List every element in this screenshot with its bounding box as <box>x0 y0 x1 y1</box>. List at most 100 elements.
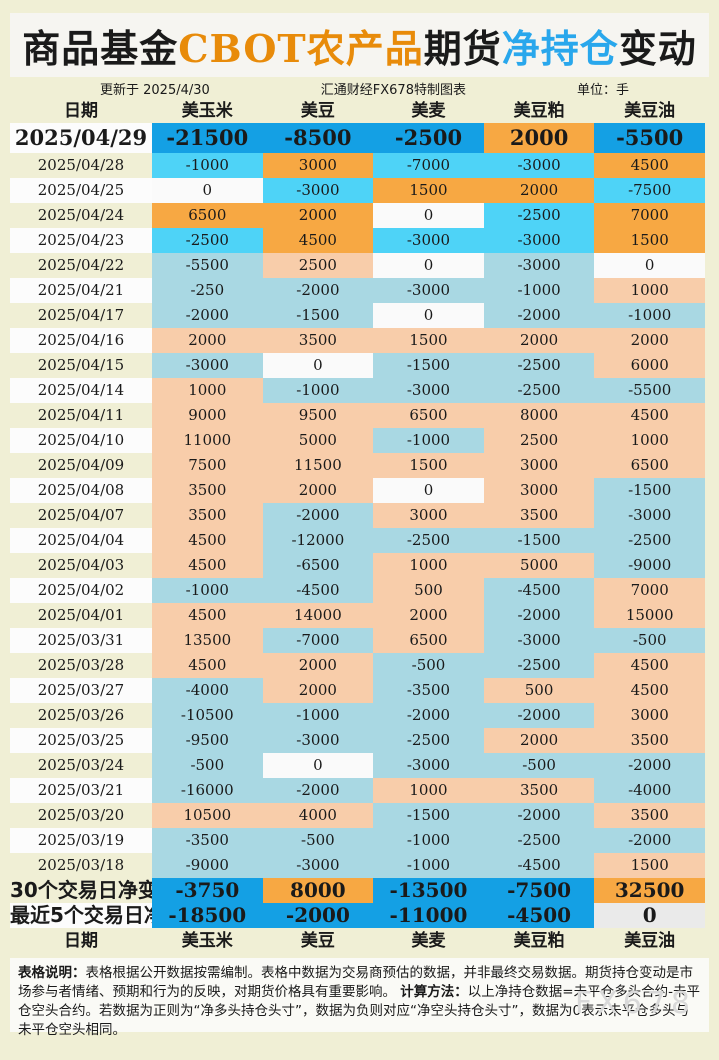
value-cell: 7000 <box>594 203 705 228</box>
column-header-wheat: 美麦 <box>411 101 446 121</box>
value-cell: 3000 <box>594 703 705 728</box>
value-cell: -1500 <box>262 303 374 328</box>
value-cell: 0 <box>373 253 484 278</box>
table-row: 2025/04/24 6500 2000 0 -2500 7000 <box>10 203 705 228</box>
value-cell: 1000 <box>594 278 705 303</box>
value-cell: 4000 <box>262 803 374 828</box>
value-cell: 4500 <box>152 553 263 578</box>
summary-label: 30个交易日净变动 <box>10 878 152 902</box>
value-cell: 2000 <box>262 653 374 678</box>
value-cell: -9000 <box>152 853 263 878</box>
value-cell: 2000 <box>483 728 595 753</box>
watermark: FX678 <box>574 986 695 1022</box>
table-row: 2025/03/27 -4000 2000 -3500 500 4500 <box>10 678 705 703</box>
value-cell: 4500 <box>262 228 374 253</box>
value-cell: 4500 <box>594 153 705 178</box>
value-cell: -5500 <box>594 123 705 153</box>
date-cell: 2025/04/11 <box>37 406 125 424</box>
value-cell: 2000 <box>152 328 263 353</box>
value-cell: -3000 <box>262 178 374 203</box>
positions-table: 日期 美玉米 美豆 美麦 美豆粕 美豆油 2025/04/29 -21500 -85… <box>10 100 705 955</box>
value-cell: -3000 <box>373 378 484 403</box>
value-cell: 2000 <box>483 178 595 203</box>
value-cell: -2000 <box>373 703 484 728</box>
summary-value-cell: 8000 <box>262 878 374 903</box>
summary-value-cell: -11000 <box>373 903 484 928</box>
value-cell: -4500 <box>262 578 374 603</box>
table-row: 2025/04/07 3500 -2000 3000 3500 -3000 <box>10 503 705 528</box>
title-segment: 商品基金 <box>22 25 179 71</box>
table-row: 2025/04/16 2000 3500 1500 2000 2000 <box>10 328 705 353</box>
date-cell: 2025/03/25 <box>10 728 152 753</box>
value-cell: 11000 <box>152 428 263 453</box>
value-cell: 3500 <box>594 803 705 828</box>
column-header-corn: 美玉米 <box>181 101 233 121</box>
value-cell: 1000 <box>373 778 484 803</box>
summary-label: 最近5个交易日净变动 <box>10 903 152 928</box>
value-cell: -4000 <box>594 778 705 803</box>
date-cell: 2025/04/29 <box>10 123 152 153</box>
summary-value-cell: -2000 <box>262 903 374 928</box>
value-cell: 0 <box>373 303 484 328</box>
value-cell: 5000 <box>483 553 595 578</box>
table-row: 2025/04/17 -2000 -1500 0 -2000 -1000 <box>10 303 705 328</box>
value-cell: -7000 <box>262 628 374 653</box>
column-header-soybean: 美豆 <box>300 931 335 951</box>
value-cell: 0 <box>262 753 374 778</box>
value-cell: 4500 <box>152 603 263 628</box>
column-header-soymeal: 美豆粕 <box>513 931 565 951</box>
value-cell: 6000 <box>594 353 705 378</box>
value-cell: -4500 <box>483 853 595 878</box>
value-cell: -1000 <box>262 703 374 728</box>
value-cell: 4500 <box>152 528 263 553</box>
value-cell: -2500 <box>483 353 595 378</box>
value-cell: 2000 <box>262 203 374 228</box>
date-cell: 2025/04/03 <box>37 556 125 574</box>
value-cell: 13500 <box>152 628 263 653</box>
table-row: 2025/04/15 -3000 0 -1500 -2500 6000 <box>10 353 705 378</box>
table-row: 2025/03/19 -3500 -500 -1000 -2500 -2000 <box>10 828 705 853</box>
title-segment: CBOT农产品 <box>178 25 424 71</box>
value-cell: 6500 <box>152 203 263 228</box>
value-cell: 0 <box>373 478 484 503</box>
date-cell: 2025/03/21 <box>10 778 152 803</box>
value-cell: -2000 <box>152 303 263 328</box>
value-cell: 3000 <box>483 478 595 503</box>
value-cell: -2000 <box>594 828 705 853</box>
table-row: 2025/04/28 -1000 3000 -7000 -3000 4500 <box>10 153 705 178</box>
value-cell: 2000 <box>262 478 374 503</box>
date-cell: 2025/04/10 <box>10 428 152 453</box>
value-cell: -10500 <box>152 703 263 728</box>
date-column-header: 日期 <box>64 931 98 951</box>
updated-date: 更新于 2025/4/30 <box>100 83 210 98</box>
value-cell: 3000 <box>373 503 484 528</box>
value-cell: -3500 <box>152 828 263 853</box>
value-cell: 0 <box>152 178 263 203</box>
date-column-header: 日期 <box>64 101 98 121</box>
value-cell: 2000 <box>262 678 374 703</box>
date-cell: 2025/04/01 <box>37 606 125 624</box>
value-cell: 6500 <box>373 628 484 653</box>
date-cell: 2025/04/17 <box>37 306 125 324</box>
value-cell: -1500 <box>594 478 705 503</box>
table-row: 2025/03/26 -10500 -1000 -2000 -2000 3000 <box>10 703 705 728</box>
value-cell: 500 <box>483 678 595 703</box>
title-segment: 变动 <box>618 25 697 71</box>
summary-value-cell: 32500 <box>594 878 705 903</box>
title-segment: 期货 <box>423 25 502 71</box>
value-cell: -1000 <box>262 378 374 403</box>
value-cell: 2000 <box>483 328 595 353</box>
date-cell: 2025/04/25 <box>10 178 152 203</box>
value-cell: -1500 <box>373 803 484 828</box>
table-row: 2025/04/21 -250 -2000 -3000 -1000 1000 <box>10 278 705 303</box>
table-row: 2025/04/14 1000 -1000 -3000 -2500 -5500 <box>10 378 705 403</box>
value-cell: -2000 <box>262 503 374 528</box>
value-cell: 1500 <box>373 178 484 203</box>
value-cell: -1000 <box>373 428 484 453</box>
value-cell: 3000 <box>262 153 374 178</box>
value-cell: -7500 <box>594 178 705 203</box>
table-row: 2025/03/25 -9500 -3000 -2500 2000 3500 <box>10 728 705 753</box>
value-cell: -6500 <box>262 553 374 578</box>
value-cell: -500 <box>594 628 705 653</box>
